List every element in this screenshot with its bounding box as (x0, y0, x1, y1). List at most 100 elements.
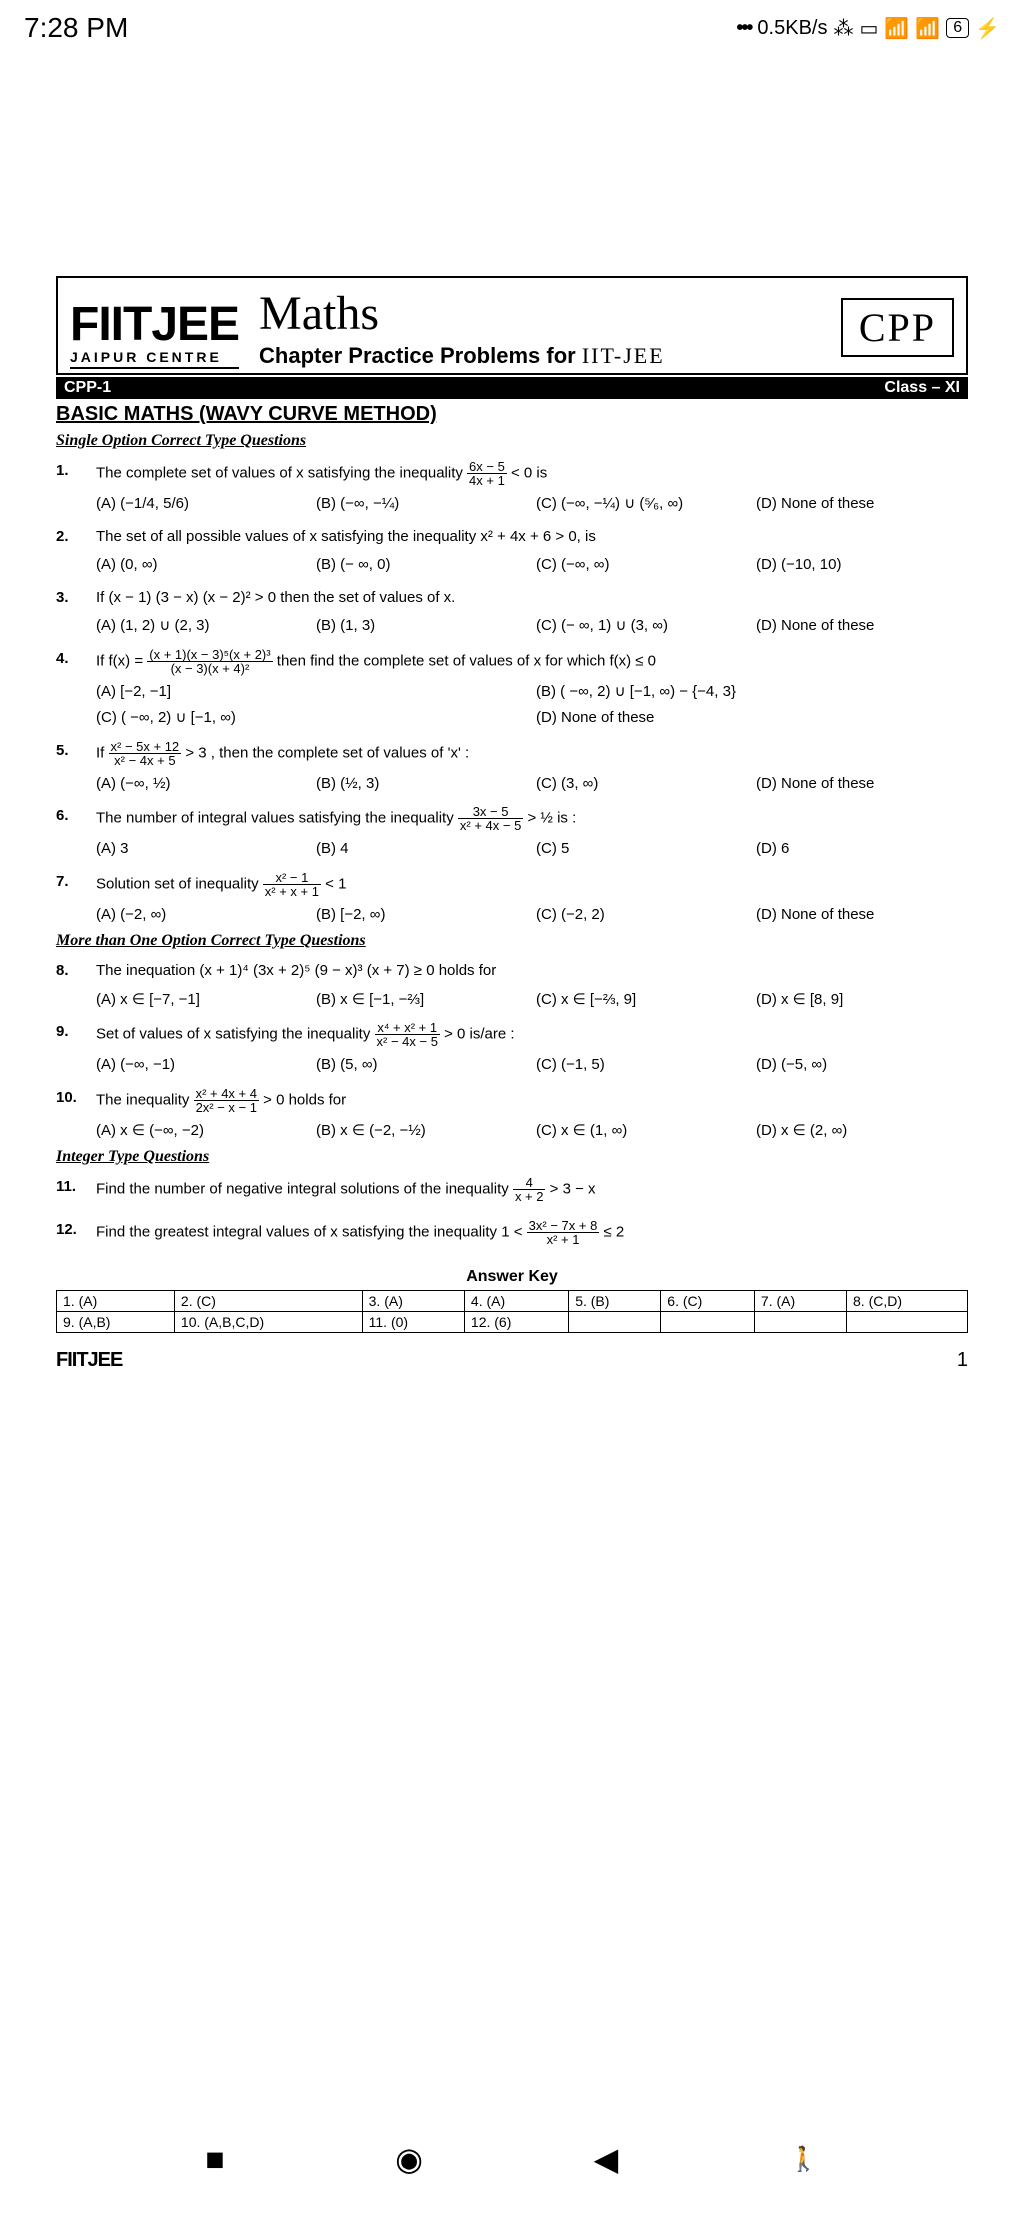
bluetooth-icon: ⁂ (833, 16, 853, 41)
option-b: (B) (− ∞, 0) (316, 554, 528, 577)
table-row: 1. (A) 2. (C) 3. (A) 4. (A) 5. (B) 6. (C… (57, 1291, 968, 1312)
battery-icon: ▭ (859, 16, 878, 41)
option-b: (B) [−2, ∞) (316, 904, 528, 927)
answer-cell: 8. (C,D) (847, 1291, 968, 1312)
question-3: 3. If (x − 1) (3 − x) (x − 2)² > 0 then … (56, 587, 968, 638)
answer-cell (661, 1312, 755, 1333)
option-a: (A) x ∈ [−7, −1] (96, 989, 308, 1012)
option-c: (C) (3, ∞) (536, 773, 748, 796)
battery-percent: 6 (946, 18, 969, 38)
chapter-bar: CPP-1 Class – XI (56, 377, 968, 399)
q-text: The complete set of values of x satisfyi… (96, 460, 968, 487)
q-num: 3. (56, 587, 96, 638)
q-num: 9. (56, 1021, 96, 1077)
answer-cell (847, 1312, 968, 1333)
q-num: 1. (56, 460, 96, 516)
question-7: 7. Solution set of inequality x² − 1x² +… (56, 871, 968, 927)
section-title: BASIC MATHS (WAVY CURVE METHOD) (56, 403, 968, 426)
q-text: If (x − 1) (3 − x) (x − 2)² > 0 then the… (96, 587, 968, 610)
chapter-suffix: IIT-JEE (582, 343, 665, 368)
option-b: (B) 4 (316, 838, 528, 861)
fraction: x⁴ + x² + 1x² − 4x − 5 (375, 1021, 440, 1048)
option-a: (A) (−1/4, 5/6) (96, 493, 308, 516)
footer-logo: FIITJEE (56, 1349, 122, 1372)
home-icon[interactable]: ◉ (395, 2140, 423, 2178)
header-center: Maths Chapter Practice Problems for IIT-… (259, 286, 821, 369)
option-d: (D) (−10, 10) (756, 554, 968, 577)
option-b: (B) (−∞, −¼) (316, 493, 528, 516)
charging-icon: ⚡ (975, 16, 1000, 41)
answer-cell: 1. (A) (57, 1291, 175, 1312)
question-5: 5. If x² − 5x + 12x² − 4x + 5 > 3 , then… (56, 740, 968, 796)
option-c: (C) ( −∞, 2) ∪ [−1, ∞) (96, 707, 528, 730)
question-9: 9. Set of values of x satisfying the ine… (56, 1021, 968, 1077)
document-page: FIITJEE JAIPUR CENTRE Maths Chapter Prac… (0, 56, 1024, 1432)
question-4: 4. If f(x) = (x + 1)(x − 3)⁵(x + 2)³(x −… (56, 648, 968, 730)
option-c: (C) x ∈ (1, ∞) (536, 1120, 748, 1143)
q-text: Solution set of inequality x² − 1x² + x … (96, 871, 968, 898)
answer-cell: 9. (A,B) (57, 1312, 175, 1333)
logo-block: FIITJEE JAIPUR CENTRE (70, 301, 239, 369)
subsection-multi: More than One Option Correct Type Questi… (56, 932, 968, 950)
fraction: 3x² − 7x + 8x² + 1 (527, 1219, 600, 1246)
option-a: (A) x ∈ (−∞, −2) (96, 1120, 308, 1143)
fiitjee-logo: FIITJEE (70, 301, 239, 349)
question-11: 11. Find the number of negative integral… (56, 1176, 968, 1209)
option-c: (C) (−2, 2) (536, 904, 748, 927)
cpp-badge: CPP (841, 298, 954, 357)
option-a: (A) (0, ∞) (96, 554, 308, 577)
back-icon[interactable]: ◀ (594, 2140, 619, 2178)
answer-cell: 4. (A) (464, 1291, 568, 1312)
question-12: 12. Find the greatest integral values of… (56, 1219, 968, 1252)
q-num: 8. (56, 960, 96, 1011)
chapter-line: Chapter Practice Problems for IIT-JEE (259, 343, 821, 369)
question-6: 6. The number of integral values satisfy… (56, 805, 968, 861)
option-d: (D) x ∈ (2, ∞) (756, 1120, 968, 1143)
option-c: (C) 5 (536, 838, 748, 861)
accessibility-icon[interactable]: 🚶 (789, 2145, 819, 2174)
class-label: Class – XI (884, 379, 960, 397)
q-text: If f(x) = (x + 1)(x − 3)⁵(x + 2)³(x − 3)… (96, 648, 968, 675)
q-num: 7. (56, 871, 96, 927)
recent-apps-icon[interactable]: ■ (205, 2141, 224, 2178)
option-d: (D) 6 (756, 838, 968, 861)
answer-cell: 2. (C) (174, 1291, 362, 1312)
fraction: x² + 4x + 42x² − x − 1 (194, 1087, 259, 1114)
table-row: 9. (A,B) 10. (A,B,C,D) 11. (0) 12. (6) (57, 1312, 968, 1333)
q-num: 10. (56, 1087, 96, 1143)
option-c: (C) (−∞, ∞) (536, 554, 748, 577)
question-8: 8. The inequation (x + 1)⁴ (3x + 2)⁵ (9 … (56, 960, 968, 1011)
fraction: (x + 1)(x − 3)⁵(x + 2)³(x − 3)(x + 4)² (147, 648, 272, 675)
q-text: The inequality x² + 4x + 42x² − x − 1 > … (96, 1087, 968, 1114)
network-speed: 0.5KB/s (757, 17, 827, 40)
q-text: Set of values of x satisfying the inequa… (96, 1021, 968, 1048)
option-b: (B) ( −∞, 2) ∪ [−1, ∞) − {−4, 3} (536, 681, 968, 704)
subsection-single: Single Option Correct Type Questions (56, 432, 968, 450)
android-nav-bar: ■ ◉ ◀ 🚶 (0, 2120, 1024, 2198)
fraction: x² − 5x + 12x² − 4x + 5 (109, 740, 182, 767)
option-d: (D) None of these (756, 493, 968, 516)
option-a: (A) (−∞, −1) (96, 1054, 308, 1077)
option-d: (D) None of these (536, 707, 968, 730)
q-text: The number of integral values satisfying… (96, 805, 968, 832)
option-b: (B) (½, 3) (316, 773, 528, 796)
option-a: (A) 3 (96, 838, 308, 861)
answer-cell (754, 1312, 846, 1333)
wifi-icon: 📶 (915, 16, 940, 41)
option-b: (B) (5, ∞) (316, 1054, 528, 1077)
question-1: 1. The complete set of values of x satis… (56, 460, 968, 516)
answer-cell: 5. (B) (569, 1291, 661, 1312)
document-header: FIITJEE JAIPUR CENTRE Maths Chapter Prac… (56, 276, 968, 375)
q-num: 2. (56, 526, 96, 577)
option-d: (D) (−5, ∞) (756, 1054, 968, 1077)
q-num: 11. (56, 1176, 96, 1209)
page-number: 1 (957, 1349, 968, 1372)
answer-cell: 10. (A,B,C,D) (174, 1312, 362, 1333)
answer-key-title: Answer Key (56, 1268, 968, 1286)
option-d: (D) x ∈ [8, 9] (756, 989, 968, 1012)
option-c: (C) (−∞, −¼) ∪ (⁵⁄₆, ∞) (536, 493, 748, 516)
option-a: (A) (−∞, ½) (96, 773, 308, 796)
cpp-number: CPP-1 (64, 379, 111, 397)
answer-cell: 7. (A) (754, 1291, 846, 1312)
answer-cell (569, 1312, 661, 1333)
